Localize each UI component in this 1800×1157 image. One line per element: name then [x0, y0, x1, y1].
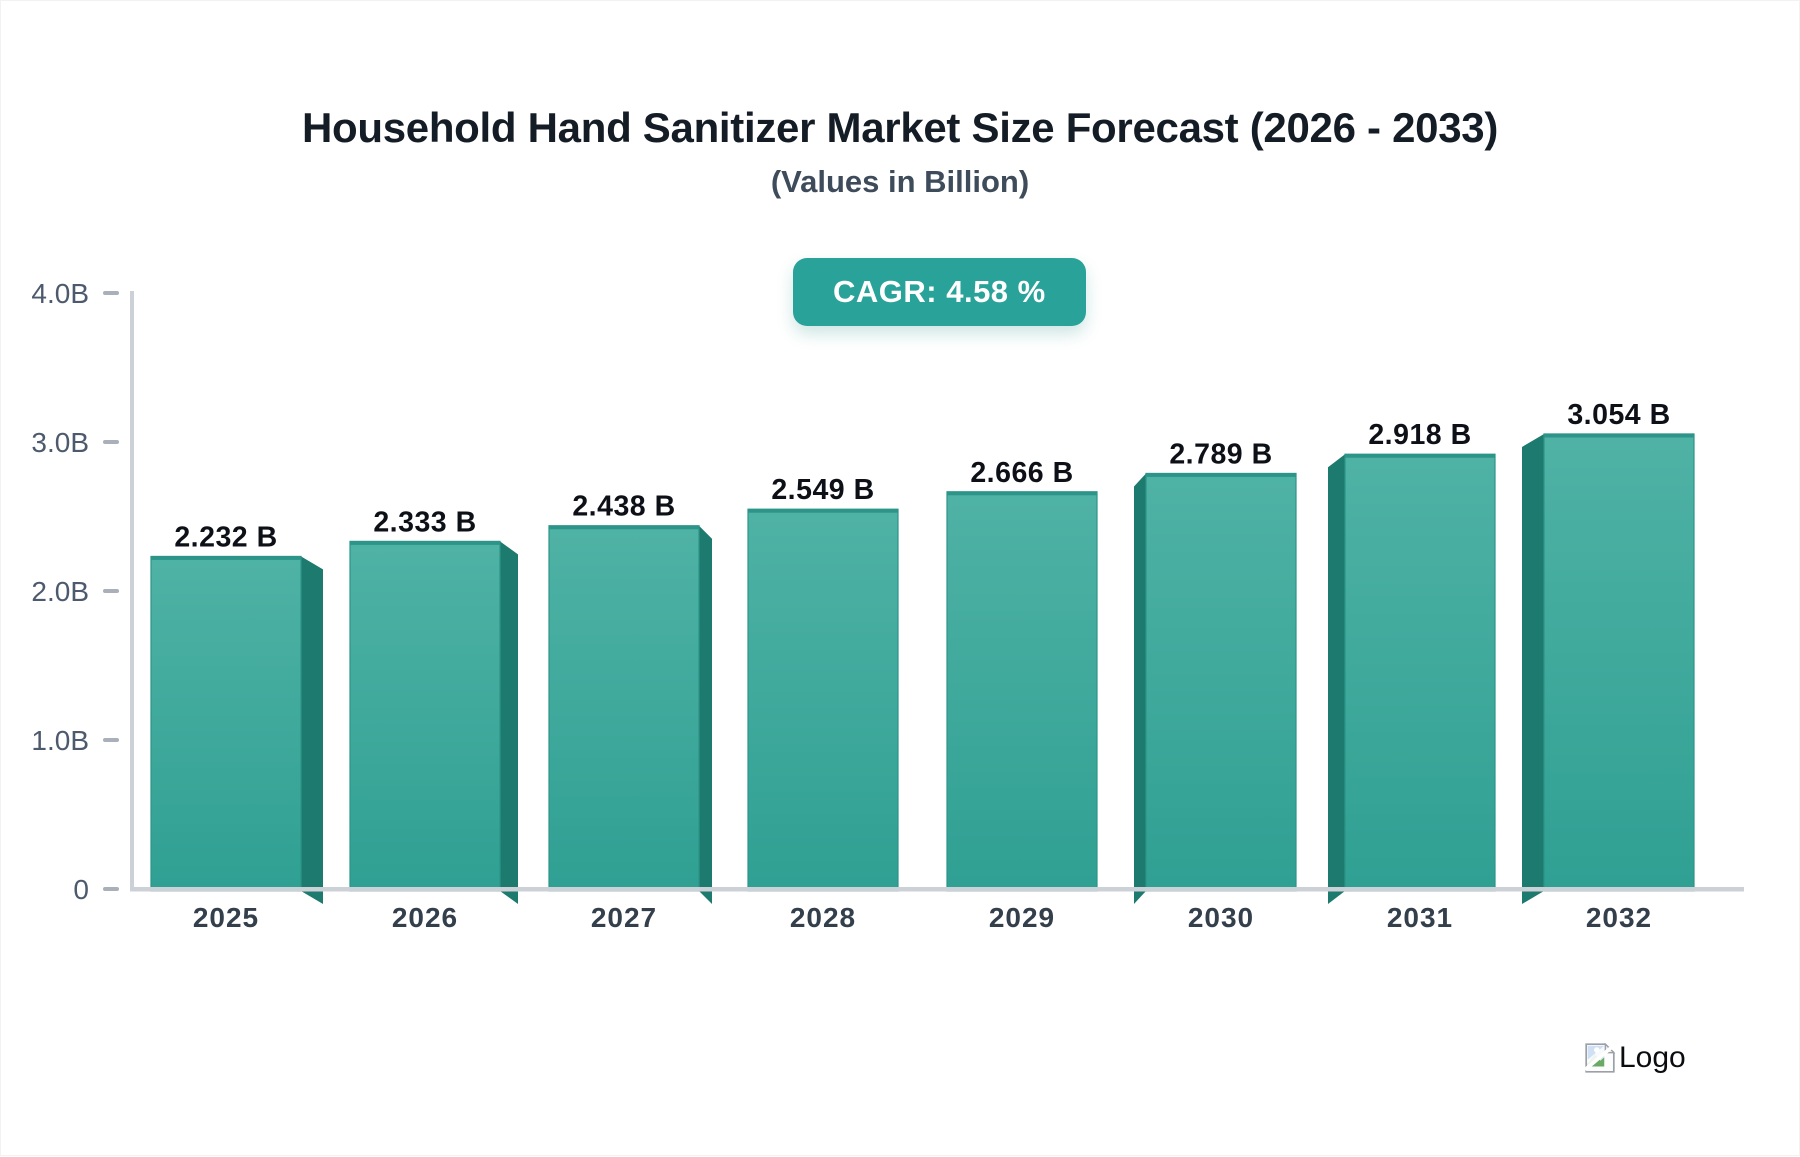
chart-title: Household Hand Sanitizer Market Size For…	[301, 104, 1499, 151]
bar-top-edge-2030	[1146, 473, 1296, 477]
y-axis-tick-label: 2.0B	[31, 576, 89, 607]
bar-2027	[548, 525, 700, 892]
x-axis-label-2026: 2026	[392, 902, 458, 933]
bar-2025	[150, 555, 302, 892]
y-axis-tick	[103, 291, 119, 295]
bar-side-2026	[500, 541, 518, 904]
bar-top-edge-2031	[1345, 454, 1495, 458]
bar-top-edge-2028	[748, 509, 898, 513]
bar-side-2030	[1134, 473, 1146, 904]
bar-side-2031	[1328, 454, 1345, 904]
logo: Logo	[1583, 1041, 1686, 1075]
bar-value-label-2025: 2.232 B	[174, 521, 277, 553]
bar-side-2027	[699, 525, 712, 904]
x-axis-label-2029: 2029	[989, 902, 1055, 933]
bar-side-2032	[1522, 433, 1544, 904]
x-axis-label-2028: 2028	[790, 902, 856, 933]
bar-2030	[1145, 472, 1297, 892]
bar-top-edge-2025	[151, 556, 301, 560]
x-axis-label-2025: 2025	[193, 902, 259, 933]
bar-2032	[1543, 433, 1695, 892]
bar-top-edge-2026	[350, 541, 500, 545]
bar-top-edge-2029	[947, 491, 1097, 496]
y-axis-tick-label: 3.0B	[31, 427, 89, 458]
x-axis-label-2031: 2031	[1387, 902, 1453, 933]
bar-value-label-2028: 2.549 B	[771, 474, 874, 506]
bar-2028	[747, 508, 899, 892]
x-axis-label-2032: 2032	[1586, 902, 1652, 933]
bar-value-label-2026: 2.333 B	[373, 506, 476, 538]
broken-image-icon	[1583, 1042, 1616, 1073]
bar-side-2025	[301, 556, 323, 904]
bar-value-label-2032: 3.054 B	[1567, 399, 1670, 431]
bar-2031	[1344, 453, 1496, 892]
y-axis-tick-label: 1.0B	[31, 725, 89, 756]
y-axis-tick	[103, 440, 119, 444]
cagr-badge: CAGR: 4.58 %	[793, 258, 1086, 326]
bar-top-edge-2032	[1544, 433, 1694, 438]
bar-value-label-2027: 2.438 B	[572, 491, 675, 523]
x-axis-label-2027: 2027	[591, 902, 657, 933]
y-axis-tick-label: 0	[73, 874, 89, 905]
bar-value-label-2031: 2.918 B	[1368, 419, 1471, 451]
y-axis-tick-label: 4.0B	[31, 278, 89, 309]
bar-value-label-2029: 2.666 B	[970, 457, 1073, 489]
logo-text: Logo	[1619, 1041, 1686, 1074]
chart-subtitle: (Values in Billion)	[770, 164, 1030, 199]
y-axis-tick	[103, 589, 119, 593]
x-axis-label-2030: 2030	[1188, 902, 1254, 933]
y-axis-line	[130, 291, 134, 891]
y-axis-tick	[103, 738, 119, 742]
bar-2026	[349, 540, 501, 892]
x-axis-line	[130, 887, 1744, 892]
bar-value-label-2030: 2.789 B	[1169, 438, 1272, 470]
y-axis-tick	[103, 887, 119, 891]
bar-top-edge-2027	[549, 525, 699, 530]
bar-2029	[946, 491, 1098, 892]
